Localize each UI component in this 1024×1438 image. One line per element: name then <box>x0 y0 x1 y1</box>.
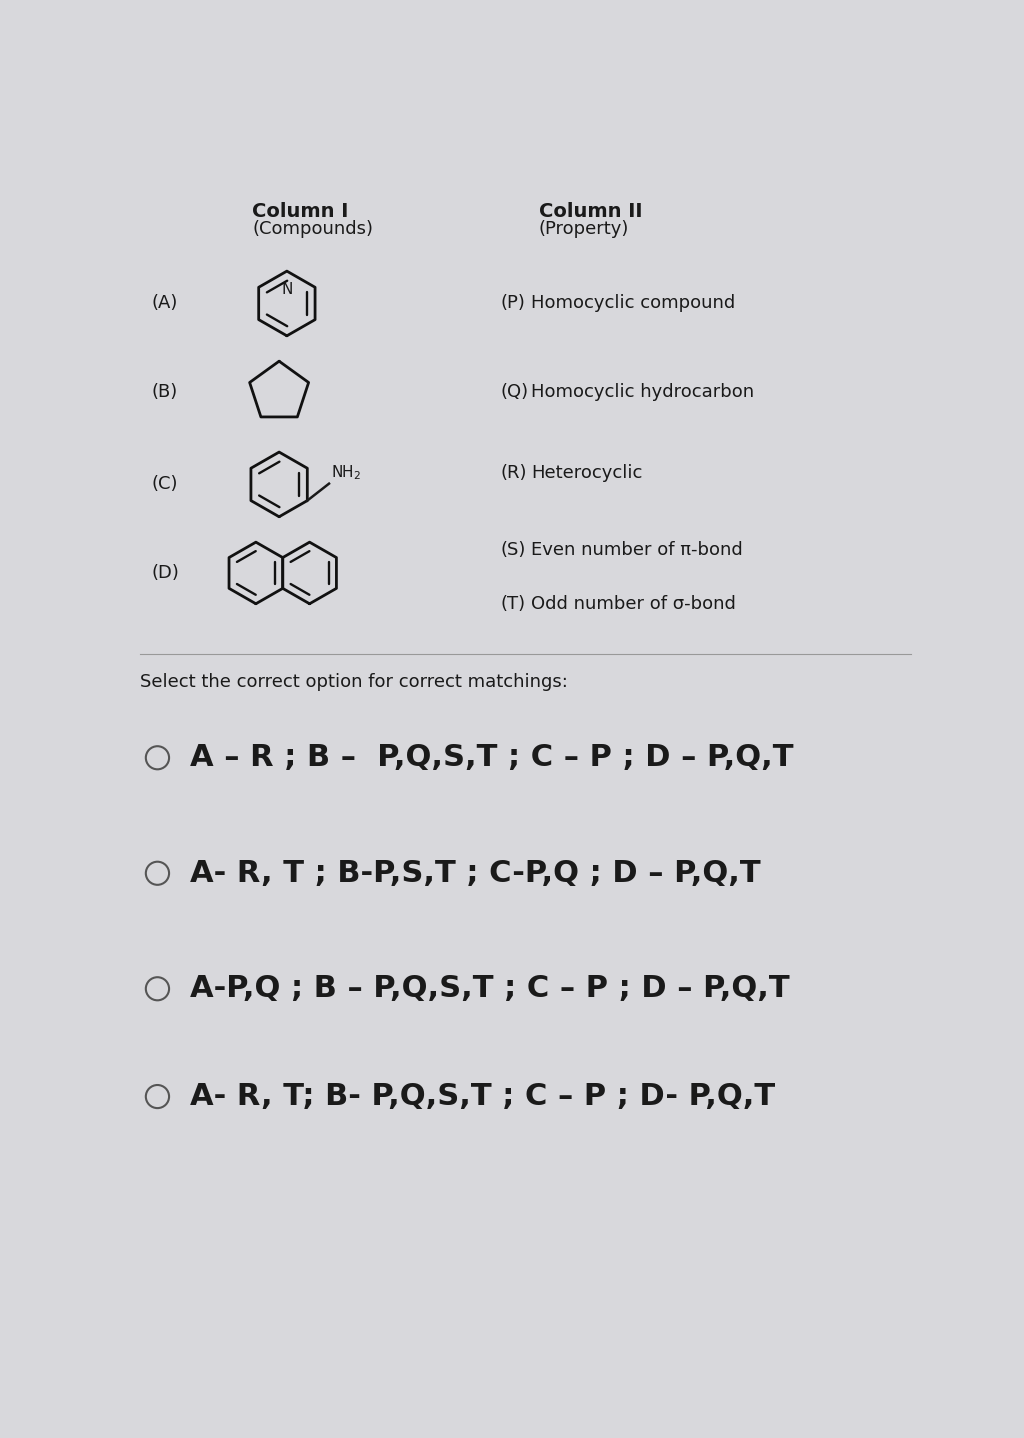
Text: (P): (P) <box>500 295 525 312</box>
Text: A- R, T; B- P,Q,S,T ; C – P ; D- P,Q,T: A- R, T; B- P,Q,S,T ; C – P ; D- P,Q,T <box>190 1081 775 1112</box>
Text: Column II: Column II <box>539 201 642 221</box>
Text: Column I: Column I <box>252 201 348 221</box>
Text: Select the correct option for correct matchings:: Select the correct option for correct ma… <box>139 673 567 692</box>
Text: NH$_2$: NH$_2$ <box>332 463 361 482</box>
Text: A – R ; B –  P,Q,S,T ; C – P ; D – P,Q,T: A – R ; B – P,Q,S,T ; C – P ; D – P,Q,T <box>190 743 794 772</box>
Text: (T): (T) <box>500 595 525 613</box>
Text: A- R, T ; B-P,S,T ; C-P,Q ; D – P,Q,T: A- R, T ; B-P,S,T ; C-P,Q ; D – P,Q,T <box>190 858 761 887</box>
Text: (Property): (Property) <box>539 220 629 239</box>
Text: Homocyclic compound: Homocyclic compound <box>531 295 735 312</box>
Text: (C): (C) <box>152 476 178 493</box>
Text: (Q): (Q) <box>500 383 528 401</box>
Text: (D): (D) <box>152 564 179 582</box>
Text: (Compounds): (Compounds) <box>252 220 373 239</box>
Text: Heterocyclic: Heterocyclic <box>531 464 642 482</box>
Text: (S): (S) <box>500 541 525 559</box>
Text: (A): (A) <box>152 295 177 312</box>
Text: (R): (R) <box>500 464 526 482</box>
Text: N: N <box>282 282 293 296</box>
Text: Homocyclic hydrocarbon: Homocyclic hydrocarbon <box>531 383 754 401</box>
Text: Even number of π-bond: Even number of π-bond <box>531 541 742 559</box>
Text: A-P,Q ; B – P,Q,S,T ; C – P ; D – P,Q,T: A-P,Q ; B – P,Q,S,T ; C – P ; D – P,Q,T <box>190 975 790 1004</box>
Text: Odd number of σ-bond: Odd number of σ-bond <box>531 595 736 613</box>
Text: (B): (B) <box>152 383 177 401</box>
